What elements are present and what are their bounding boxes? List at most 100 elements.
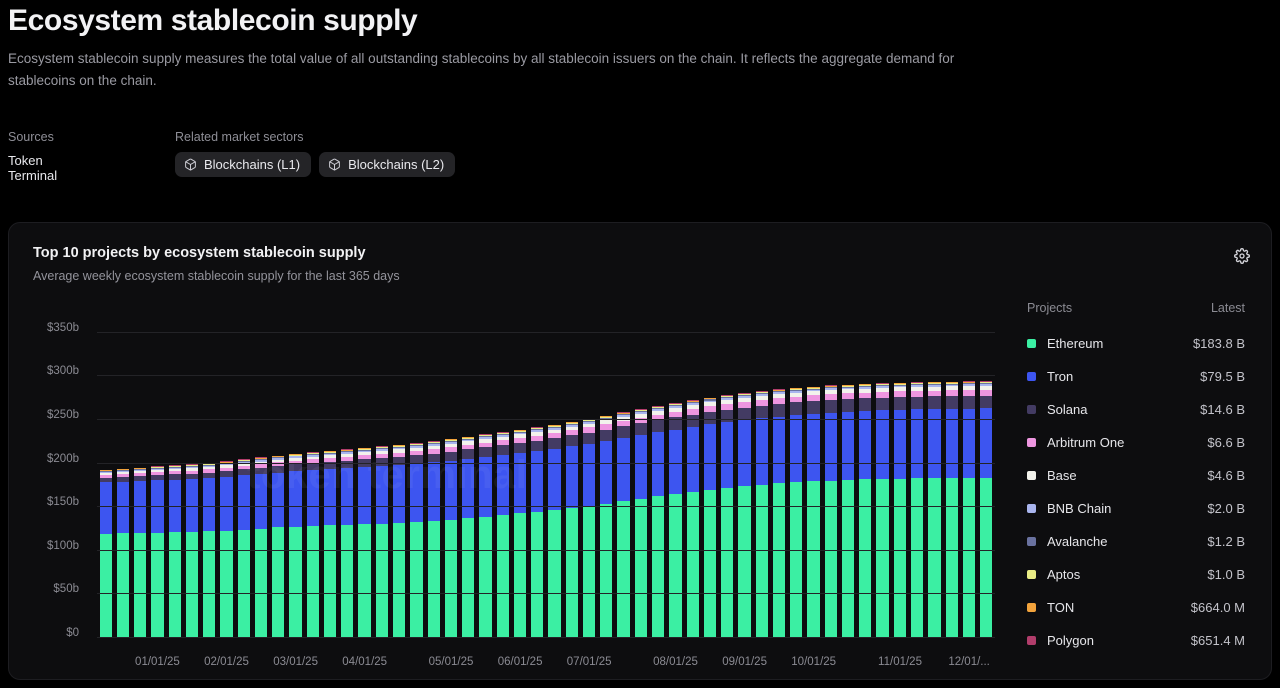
gear-icon[interactable] [1231,245,1253,267]
bar-segment [893,387,906,392]
bar-segment [185,473,199,479]
sector-tag-1[interactable]: Blockchains (L1) [175,152,312,177]
bar-column[interactable] [753,311,770,638]
bar-segment [410,443,423,444]
bar-column[interactable] [580,311,597,638]
bar-column[interactable] [650,311,667,638]
bar-column[interactable] [114,311,131,638]
bar-stack [928,381,941,638]
bar-column[interactable] [960,311,977,638]
bar-column[interactable] [183,311,200,638]
bar-column[interactable] [511,311,528,638]
bar-column[interactable] [529,311,546,638]
bar-column[interactable] [908,311,925,638]
bar-column[interactable] [563,311,580,638]
bar-column[interactable] [252,311,269,638]
bar-column[interactable] [805,311,822,638]
bar-segment [254,457,268,458]
legend-item[interactable]: Solana $14.6 B [1009,393,1259,426]
bar-segment [134,471,147,474]
bar-column[interactable] [874,311,891,638]
bar-column[interactable] [857,311,874,638]
bar-column[interactable] [736,311,753,638]
plot-region: token terminal $0$50b$100b$150b$200b$250… [47,311,995,668]
bar-column[interactable] [546,311,563,638]
legend-color-swatch [1027,504,1036,513]
legend-item[interactable]: TON $664.0 M [1009,591,1259,624]
bar-column[interactable] [822,311,839,638]
bar-column[interactable] [770,311,787,638]
bar-column[interactable] [97,311,114,638]
bar-segment [323,469,337,526]
bar-column[interactable] [132,311,149,638]
sources-value: Token Terminal [8,153,58,183]
bar-stack [272,455,285,638]
bar-column[interactable] [632,311,649,638]
bar-segment [116,533,130,638]
legend-item[interactable]: Arbitrum One $6.6 B [1009,426,1259,459]
legend-item[interactable]: Aptos $1.0 B [1009,558,1259,591]
bar-segment [306,453,319,454]
bar-column[interactable] [684,311,701,638]
bar-segment [928,384,941,387]
legend-item[interactable]: Tron $79.5 B [1009,360,1259,393]
bar-segment [531,430,544,433]
legend-item[interactable]: BNB Chain $2.0 B [1009,492,1259,525]
bar-column[interactable] [788,311,805,638]
bar-column[interactable] [615,311,632,638]
bar-column[interactable] [356,311,373,638]
bar-segment [859,386,872,389]
bar-segment [841,393,855,400]
bar-column[interactable] [321,311,338,638]
bar-segment [721,397,734,399]
x-axis-tick-label: 03/01/25 [273,656,318,668]
bar-column[interactable] [304,311,321,638]
bar-column[interactable] [166,311,183,638]
bar-column[interactable] [719,311,736,638]
bar-stack [134,467,147,638]
bar-segment [565,422,578,424]
bar-stack [859,383,872,638]
bar-segment [893,383,906,384]
legend-item[interactable]: Ethereum $183.8 B [1009,327,1259,360]
bar-column[interactable] [235,311,252,638]
bar-segment [945,390,958,397]
bar-segment [738,394,751,396]
bar-segment [686,491,699,638]
legend-item[interactable]: Base $4.6 B [1009,459,1259,492]
bar-stack [582,418,596,638]
bar-segment [876,391,889,398]
sector-tag-2[interactable]: Blockchains (L2) [319,152,456,177]
bar-column[interactable] [425,311,442,638]
bar-column[interactable] [373,311,390,638]
bar-segment [980,477,993,638]
bar-segment [548,424,561,426]
bar-column[interactable] [391,311,408,638]
bar-column[interactable] [943,311,960,638]
bar-column[interactable] [891,311,908,638]
bar-column[interactable] [494,311,511,638]
bar-segment [116,472,130,475]
bar-segment [531,428,544,430]
legend-item[interactable]: Polygon $651.4 M [1009,624,1259,657]
bar-column[interactable] [926,311,943,638]
bar-column[interactable] [442,311,459,638]
bar-column[interactable] [201,311,218,638]
bar-column[interactable] [287,311,304,638]
bar-segment [462,439,475,442]
bar-column[interactable] [598,311,615,638]
bar-column[interactable] [149,311,166,638]
bar-segment [772,398,786,404]
bar-column[interactable] [667,311,684,638]
bar-column[interactable] [978,311,995,638]
bar-segment [513,430,527,431]
bar-column[interactable] [460,311,477,638]
bar-column[interactable] [701,311,718,638]
legend-item[interactable]: Avalanche $1.2 B [1009,525,1259,558]
bar-column[interactable] [839,311,856,638]
bar-column[interactable] [477,311,494,638]
bar-column[interactable] [408,311,425,638]
bar-column[interactable] [339,311,356,638]
bar-column[interactable] [270,311,287,638]
bar-column[interactable] [218,311,235,638]
